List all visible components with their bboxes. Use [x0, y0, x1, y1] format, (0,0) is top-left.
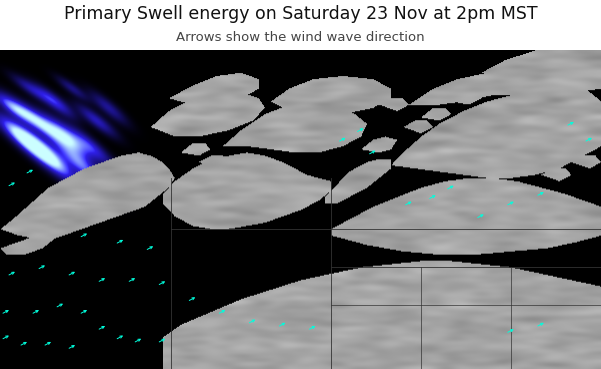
Text: Arrows show the wind wave direction: Arrows show the wind wave direction [176, 31, 425, 44]
Text: Primary Swell energy on Saturday 23 Nov at 2pm MST: Primary Swell energy on Saturday 23 Nov … [64, 5, 537, 23]
